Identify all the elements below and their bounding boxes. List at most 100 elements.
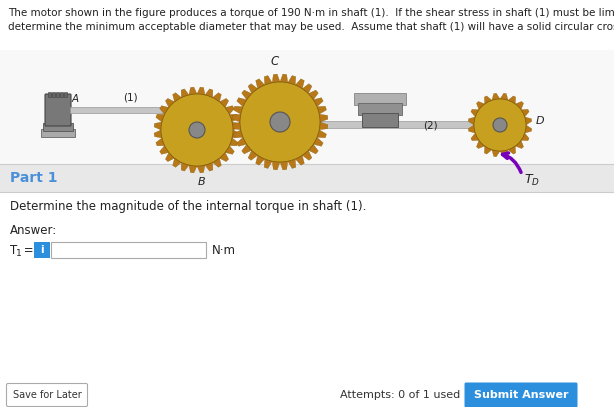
- Text: $T_D$: $T_D$: [524, 173, 540, 188]
- Polygon shape: [280, 161, 288, 170]
- Text: C: C: [271, 55, 279, 68]
- Polygon shape: [225, 146, 235, 154]
- Polygon shape: [308, 144, 318, 154]
- Polygon shape: [154, 130, 162, 138]
- Circle shape: [161, 94, 233, 166]
- Polygon shape: [515, 101, 524, 110]
- Circle shape: [189, 122, 205, 138]
- Polygon shape: [154, 122, 162, 130]
- Polygon shape: [205, 89, 213, 98]
- Bar: [48, 92, 51, 97]
- Text: =: =: [20, 243, 34, 256]
- Polygon shape: [500, 93, 508, 100]
- Text: determine the minimum acceptable diameter that may be used.  Assume that shaft (: determine the minimum acceptable diamete…: [8, 22, 614, 32]
- Bar: [43, 123, 73, 131]
- Polygon shape: [492, 93, 500, 100]
- Text: (1): (1): [123, 92, 138, 102]
- Polygon shape: [302, 84, 312, 94]
- Polygon shape: [248, 84, 258, 94]
- Text: N·m: N·m: [212, 243, 236, 256]
- Polygon shape: [264, 159, 272, 168]
- Bar: [56, 92, 59, 97]
- Bar: [354, 93, 406, 105]
- Text: The motor shown in the figure produces a torque of 190 N·m in shaft (1).  If the: The motor shown in the figure produces a…: [8, 8, 614, 18]
- Text: D: D: [536, 116, 545, 126]
- Bar: [320, 121, 500, 128]
- Polygon shape: [219, 98, 228, 107]
- Circle shape: [493, 118, 507, 132]
- Polygon shape: [165, 153, 174, 162]
- Polygon shape: [230, 138, 238, 146]
- Polygon shape: [492, 150, 500, 157]
- Polygon shape: [197, 165, 205, 173]
- Polygon shape: [156, 138, 165, 146]
- Bar: [358, 103, 402, 115]
- Bar: [60, 92, 63, 97]
- Polygon shape: [521, 133, 529, 141]
- Text: B: B: [198, 177, 206, 187]
- FancyBboxPatch shape: [465, 383, 578, 407]
- Polygon shape: [476, 101, 484, 110]
- Text: Attempts: 0 of 1 used: Attempts: 0 of 1 used: [340, 390, 460, 400]
- Text: A: A: [71, 94, 79, 104]
- Polygon shape: [225, 106, 235, 114]
- Polygon shape: [288, 76, 296, 85]
- Polygon shape: [508, 146, 516, 154]
- Polygon shape: [189, 87, 197, 95]
- Bar: [41, 129, 75, 137]
- Bar: [0, 192, 614, 407]
- Polygon shape: [471, 133, 479, 141]
- Polygon shape: [160, 106, 169, 114]
- Polygon shape: [212, 93, 221, 102]
- Polygon shape: [471, 109, 479, 117]
- Polygon shape: [280, 74, 288, 83]
- Bar: [51, 242, 206, 258]
- Polygon shape: [232, 122, 240, 130]
- Polygon shape: [484, 96, 492, 104]
- Polygon shape: [212, 158, 221, 167]
- Polygon shape: [295, 79, 305, 89]
- Text: (2): (2): [422, 121, 437, 131]
- Text: Answer:: Answer:: [10, 224, 57, 237]
- Circle shape: [240, 82, 320, 162]
- Text: 1: 1: [16, 249, 21, 258]
- Polygon shape: [317, 130, 327, 138]
- Bar: [0, 164, 614, 192]
- Text: Part 1: Part 1: [10, 171, 58, 185]
- Bar: [52, 92, 55, 97]
- Polygon shape: [237, 137, 247, 146]
- Polygon shape: [295, 155, 305, 165]
- Polygon shape: [219, 153, 228, 162]
- Text: Save for Later: Save for Later: [13, 390, 82, 400]
- Polygon shape: [317, 106, 327, 114]
- Polygon shape: [319, 114, 328, 122]
- Polygon shape: [181, 89, 189, 98]
- Polygon shape: [468, 117, 475, 125]
- Polygon shape: [160, 146, 169, 154]
- Polygon shape: [173, 93, 181, 102]
- Polygon shape: [515, 140, 524, 149]
- Text: T: T: [10, 243, 17, 256]
- Polygon shape: [272, 74, 280, 83]
- FancyBboxPatch shape: [7, 383, 88, 407]
- Polygon shape: [484, 146, 492, 154]
- Polygon shape: [242, 144, 252, 154]
- Bar: [64, 92, 67, 97]
- Text: Determine the magnitude of the internal torque in shaft (1).: Determine the magnitude of the internal …: [10, 200, 367, 213]
- Polygon shape: [272, 161, 280, 170]
- Polygon shape: [508, 96, 516, 104]
- Text: i: i: [40, 245, 44, 255]
- Polygon shape: [233, 130, 243, 138]
- Polygon shape: [521, 109, 529, 117]
- FancyBboxPatch shape: [45, 94, 71, 126]
- Bar: [70, 107, 172, 113]
- Polygon shape: [232, 130, 240, 138]
- Bar: [34, 242, 50, 258]
- Circle shape: [474, 99, 526, 151]
- Polygon shape: [264, 76, 272, 85]
- Polygon shape: [308, 90, 318, 100]
- Polygon shape: [197, 87, 205, 95]
- Polygon shape: [237, 98, 247, 107]
- Polygon shape: [255, 155, 265, 165]
- Polygon shape: [248, 150, 258, 160]
